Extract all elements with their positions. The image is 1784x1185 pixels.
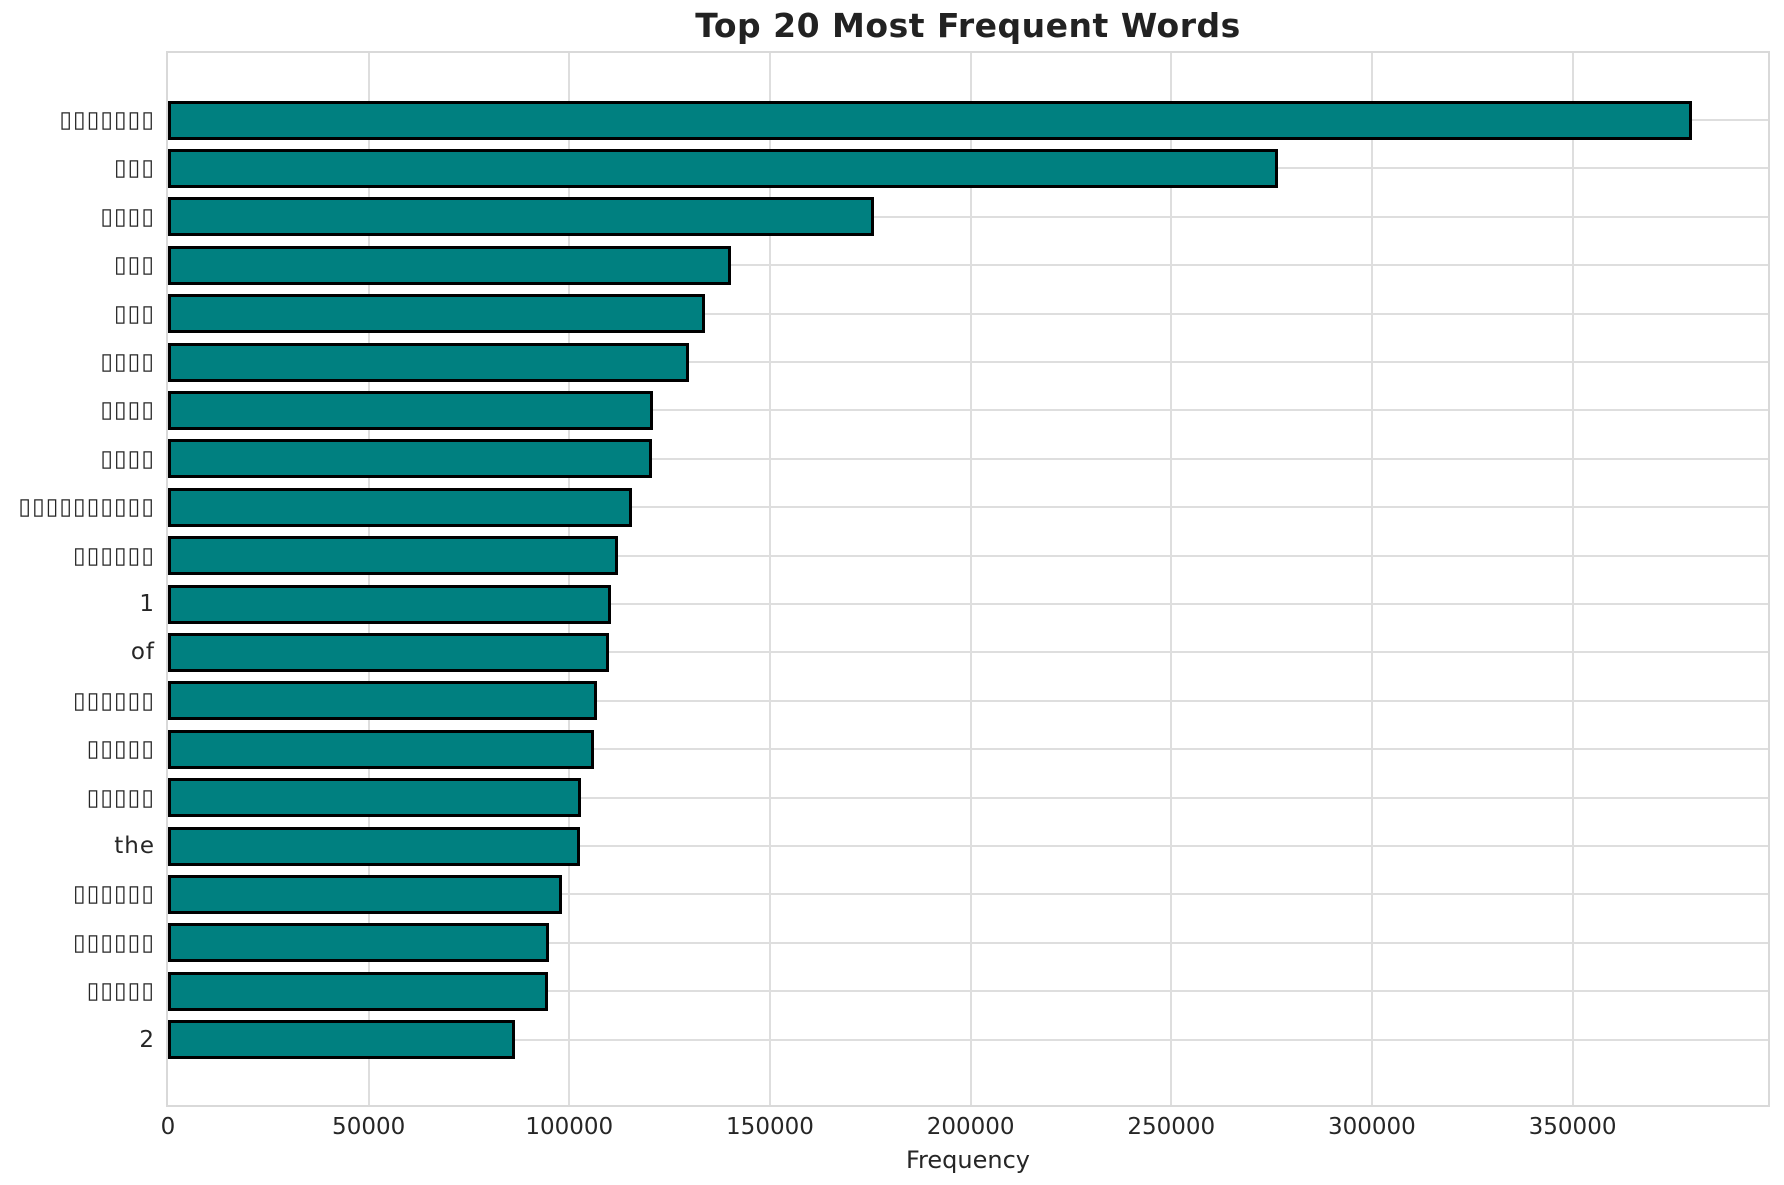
plot-area: [166, 51, 1770, 1107]
y-tick-label: ▯▯▯▯: [100, 397, 155, 424]
y-tick-label: ▯▯▯▯▯▯: [73, 929, 155, 956]
y-gridline: [168, 651, 1768, 654]
bar: [168, 729, 595, 769]
x-gridline: [1571, 53, 1574, 1105]
x-gridline: [768, 53, 771, 1105]
y-gridline: [168, 748, 1768, 751]
bar: [168, 681, 597, 721]
y-gridline: [168, 361, 1768, 363]
bar: [168, 294, 705, 334]
bar: [168, 100, 1692, 140]
bar: [168, 971, 548, 1011]
y-tick-label: 1: [139, 591, 155, 617]
bar: [168, 1020, 516, 1060]
y-gridline: [168, 603, 1768, 605]
bar: [168, 778, 581, 818]
x-gridline: [568, 53, 571, 1105]
bar: [168, 923, 550, 963]
y-gridline: [168, 264, 1768, 267]
bar: [168, 632, 610, 672]
y-tick-label: ▯▯▯▯▯: [86, 784, 155, 811]
x-tick-label: 50000: [332, 1114, 406, 1140]
x-tick-label: 250000: [1127, 1114, 1216, 1140]
y-tick-label: ▯▯▯▯: [100, 445, 155, 472]
y-gridline: [168, 506, 1768, 509]
y-tick-label: 2: [139, 1026, 155, 1053]
y-tick-label: ▯▯▯▯: [100, 349, 155, 375]
x-gridline: [1370, 53, 1373, 1105]
y-tick-label: ▯▯▯: [114, 252, 155, 279]
y-tick-label: of: [130, 639, 155, 666]
y-tick-label: ▯▯▯▯▯▯: [73, 542, 155, 569]
y-gridline: [168, 457, 1768, 460]
y-tick-label: ▯▯▯: [114, 155, 155, 182]
bar: [168, 584, 612, 624]
bar: [168, 197, 874, 237]
y-gridline: [168, 941, 1768, 944]
y-tick-label: ▯▯▯▯▯: [86, 978, 155, 1005]
bar: [168, 874, 563, 914]
y-tick-label: ▯▯▯▯▯: [86, 736, 155, 763]
y-gridline: [168, 699, 1768, 702]
x-gridline: [1170, 53, 1173, 1105]
x-axis-label: Frequency: [906, 1146, 1030, 1174]
y-tick-label: ▯▯▯▯▯▯▯▯▯▯: [18, 494, 155, 521]
bar: [168, 826, 580, 866]
y-tick-label: ▯▯▯: [114, 300, 155, 327]
bar: [168, 342, 689, 382]
x-tick-label: 100000: [525, 1114, 614, 1140]
x-tick-label: 200000: [926, 1114, 1015, 1140]
chart-title: Top 20 Most Frequent Words: [695, 6, 1241, 45]
bar: [168, 245, 732, 285]
x-gridline: [969, 53, 972, 1105]
x-tick-label: 300000: [1328, 1114, 1416, 1140]
y-tick-label: ▯▯▯▯▯▯: [73, 687, 155, 714]
y-gridline: [168, 796, 1768, 799]
y-gridline: [168, 409, 1768, 412]
y-tick-label: ▯▯▯▯▯▯: [73, 881, 155, 908]
y-gridline: [168, 1038, 1768, 1041]
bar: [168, 148, 1278, 188]
y-gridline: [168, 215, 1768, 218]
y-gridline: [168, 893, 1768, 896]
x-gridline: [367, 53, 370, 1105]
y-tick-label: ▯▯▯▯: [100, 203, 155, 230]
y-gridline: [168, 990, 1768, 993]
y-gridline: [168, 554, 1768, 557]
x-tick-label: 350000: [1528, 1114, 1617, 1140]
bar: [168, 390, 654, 430]
bar: [168, 439, 652, 479]
x-tick-label: 150000: [726, 1114, 814, 1140]
bar: [168, 536, 618, 576]
y-gridline: [168, 845, 1768, 847]
y-tick-label: ▯▯▯▯▯▯▯: [59, 107, 155, 133]
y-tick-label: the: [114, 833, 155, 859]
y-gridline: [168, 312, 1768, 315]
bar: [168, 487, 632, 527]
x-tick-label: 0: [160, 1114, 176, 1140]
